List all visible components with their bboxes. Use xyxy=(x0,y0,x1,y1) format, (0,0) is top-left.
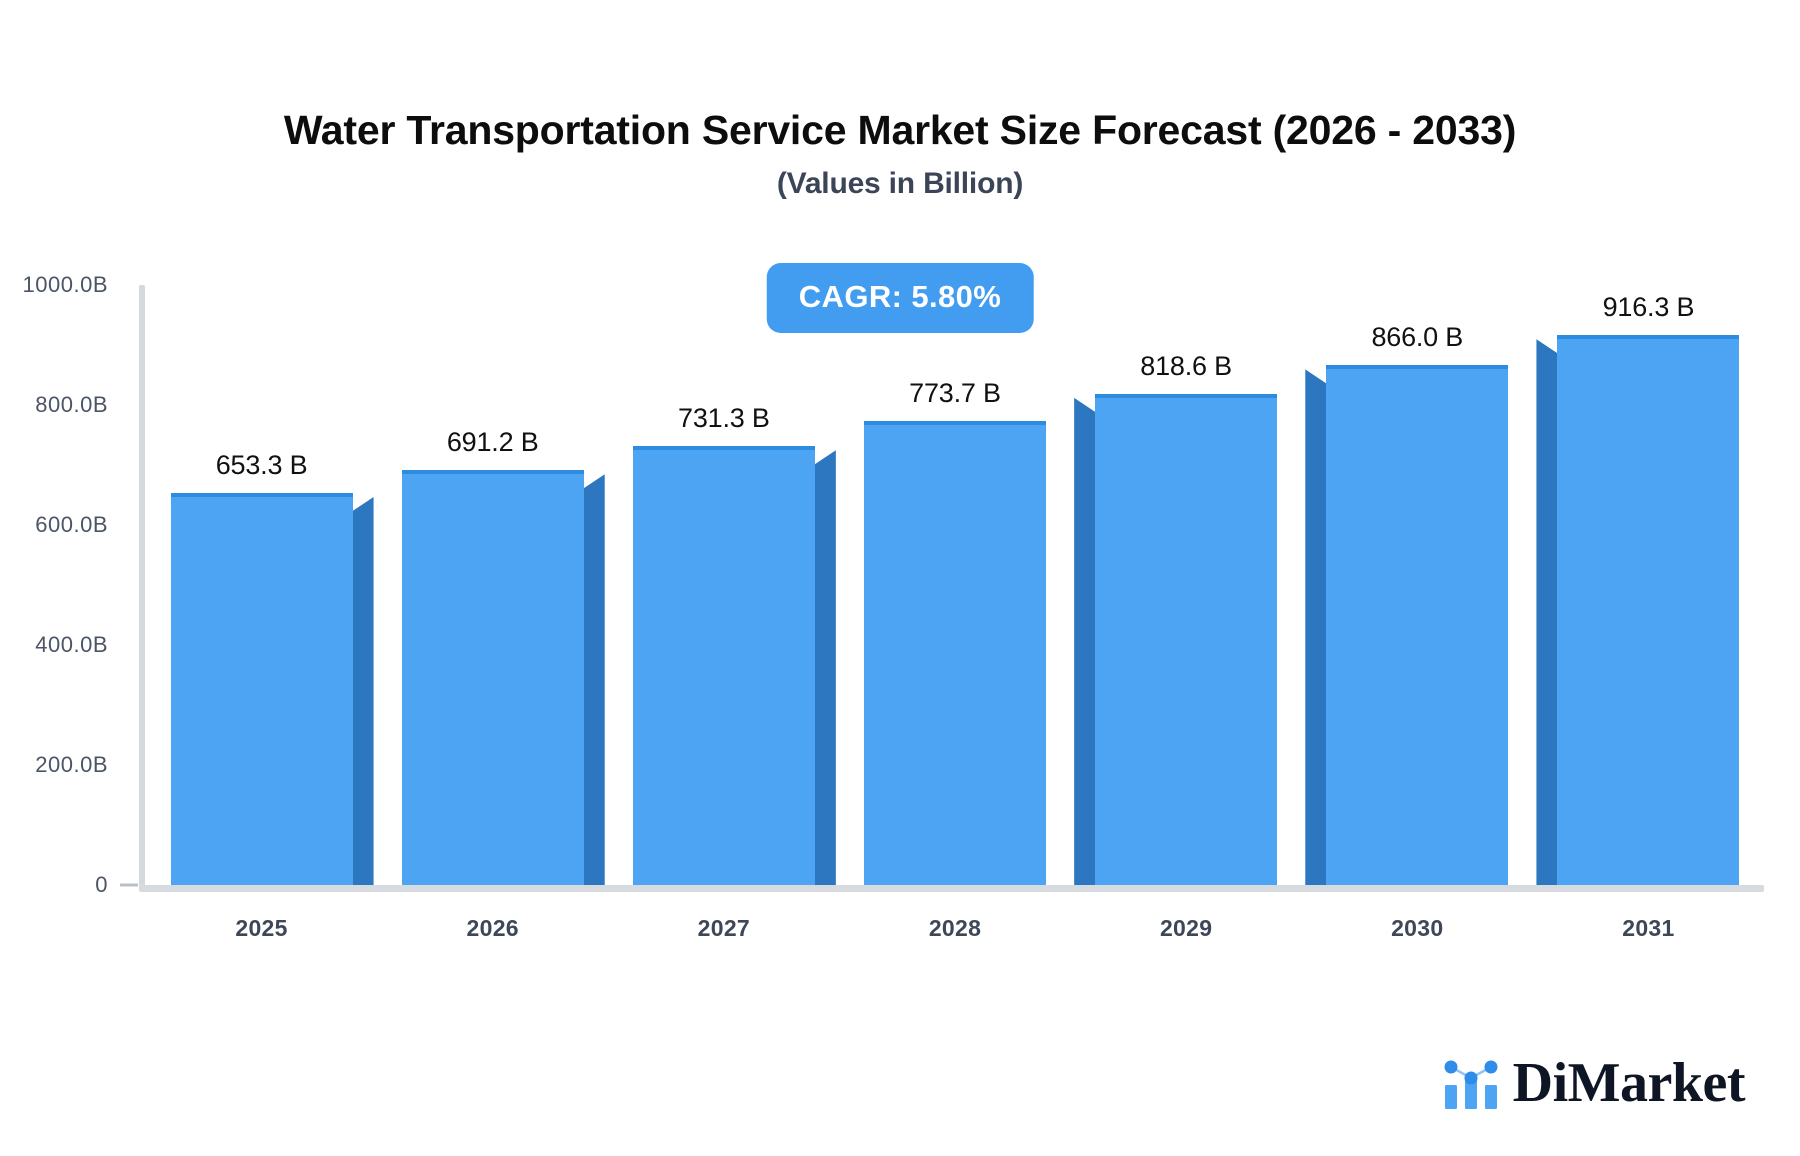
x-axis-tick-label: 2030 xyxy=(1391,915,1444,941)
bar-value-label: 653.3 B xyxy=(215,450,308,481)
bar-side-face xyxy=(352,497,374,885)
x-axis-tick-label: 2027 xyxy=(697,915,751,941)
bar-value-label: 866.0 B xyxy=(1371,322,1464,353)
bar-2029[interactable]: 818.6 B 2029 xyxy=(1074,351,1278,941)
bar-2030[interactable]: 866.0 B 2030 xyxy=(1305,322,1509,941)
y-axis-tick-label: 800.0B xyxy=(35,392,108,417)
bar-front-face xyxy=(864,420,1046,885)
x-axis-line xyxy=(139,885,1764,892)
page-title: Water Transportation Service Market Size… xyxy=(283,107,1517,153)
bar-front-face xyxy=(632,446,815,885)
bar-side-face xyxy=(1074,397,1096,885)
y-axis-tick-mark xyxy=(120,883,138,887)
dimarket-logo: DiMarket xyxy=(1443,1052,1746,1114)
bar-value-label: 773.7 B xyxy=(909,377,1001,408)
bar-front-face xyxy=(1326,365,1509,885)
bar-2031[interactable]: 916.3 B 2031 xyxy=(1536,292,1740,941)
bar-value-label: 916.3 B xyxy=(1602,292,1695,323)
cagr-badge: CAGR: 5.80% xyxy=(766,263,1034,333)
bar-front-face xyxy=(170,493,353,885)
x-axis-tick-label: 2031 xyxy=(1622,915,1675,941)
bar-value-label: 818.6 B xyxy=(1140,350,1232,381)
bar-front-face xyxy=(401,470,584,885)
logo-wordmark: DiMarket xyxy=(1512,1052,1746,1114)
y-axis-tick-label: 200.0B xyxy=(35,752,108,777)
bar-2025[interactable]: 653.3 B 2025 xyxy=(170,450,374,941)
y-axis-line xyxy=(139,285,145,887)
x-axis-tick-label: 2026 xyxy=(466,915,519,941)
y-axis-tick-label: 600.0B xyxy=(35,512,108,537)
chart-subtitle: (Values in Billion) xyxy=(776,167,1024,201)
chart-header: Water Transportation Service Market Size… xyxy=(0,107,1800,201)
bar-side-face xyxy=(1536,339,1558,885)
bar-front-face xyxy=(1095,393,1278,885)
bar-2027[interactable]: 731.3 B 2027 xyxy=(632,403,836,941)
y-axis-tick-label: 1000.0B xyxy=(22,272,108,297)
x-axis-tick-label: 2029 xyxy=(1159,915,1213,941)
y-axis-tick-label: 0 xyxy=(95,872,108,897)
x-axis-tick-label: 2028 xyxy=(928,915,982,941)
bar-value-label: 691.2 B xyxy=(446,427,539,458)
bar-side-face xyxy=(814,450,836,885)
y-axis-tick-label: 400.0B xyxy=(35,632,108,657)
x-axis-tick-label: 2025 xyxy=(235,915,288,941)
bar-2028[interactable]: 773.7 B 2028 xyxy=(864,378,1046,941)
bar-front-face xyxy=(1557,335,1740,885)
bar-side-face xyxy=(1305,369,1327,885)
bar-2026[interactable]: 691.2 B 2026 xyxy=(401,427,605,941)
bar-chart-trend-icon xyxy=(1444,1060,1498,1109)
bar-value-label: 731.3 B xyxy=(678,403,770,434)
bar-side-face xyxy=(583,474,605,885)
